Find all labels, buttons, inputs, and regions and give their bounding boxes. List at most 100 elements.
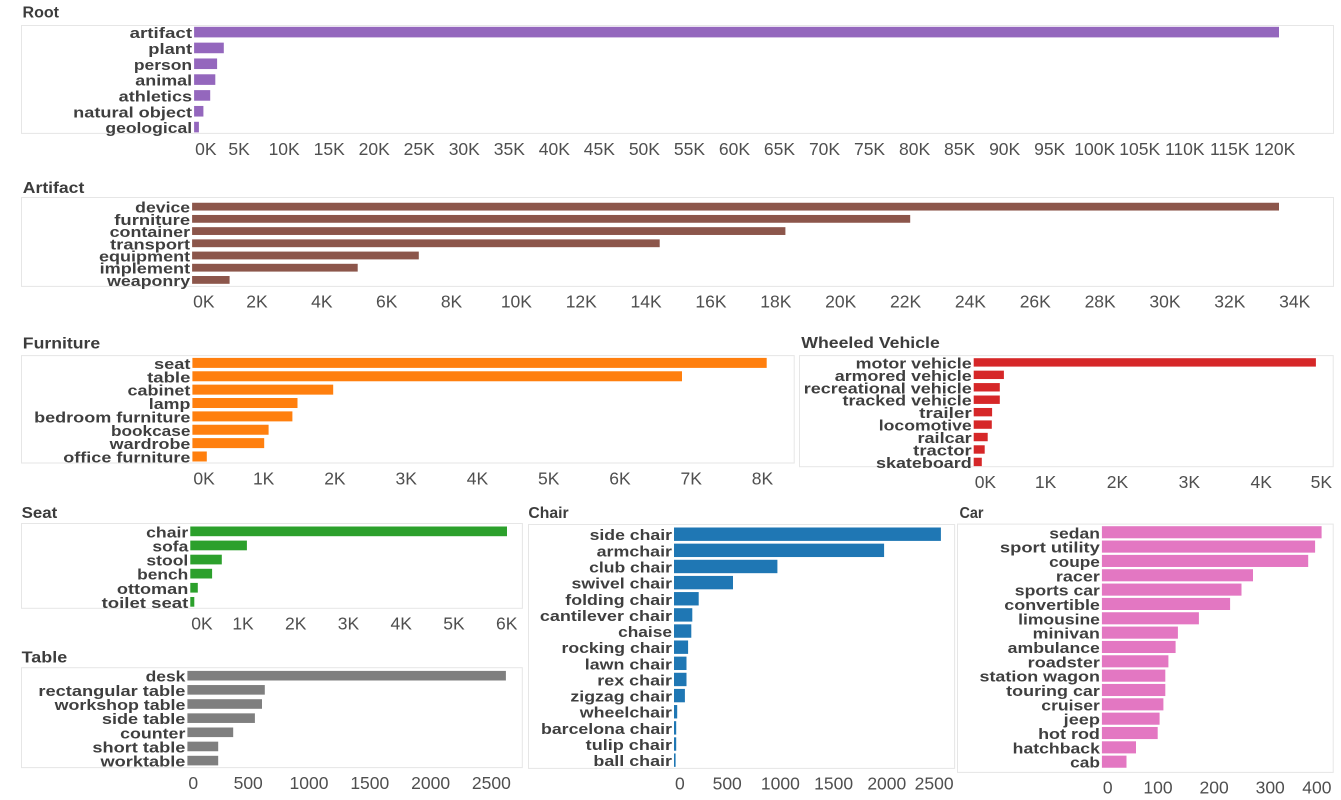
svg-text:2K: 2K [246, 292, 268, 312]
svg-text:1K: 1K [232, 614, 254, 634]
svg-text:0K: 0K [191, 614, 213, 634]
svg-text:barcelona chair: barcelona chair [541, 721, 672, 738]
svg-text:touring car: touring car [1006, 683, 1100, 700]
svg-text:seat: seat [154, 356, 190, 373]
svg-text:0K: 0K [195, 139, 217, 159]
svg-text:club chair: club chair [589, 559, 672, 576]
svg-text:cruiser: cruiser [1041, 697, 1100, 714]
svg-text:65K: 65K [764, 139, 795, 159]
svg-text:15K: 15K [314, 139, 345, 159]
svg-text:transport: transport [110, 236, 190, 253]
svg-text:90K: 90K [989, 139, 1020, 159]
svg-text:device: device [135, 200, 190, 217]
svg-text:400: 400 [1302, 778, 1331, 798]
svg-text:200: 200 [1199, 778, 1228, 798]
svg-text:34K: 34K [1279, 292, 1310, 312]
svg-text:14K: 14K [631, 292, 662, 312]
svg-text:plant: plant [148, 41, 192, 58]
svg-text:tractor: tractor [913, 442, 972, 459]
svg-text:jeep: jeep [1062, 712, 1099, 729]
svg-text:ambulance: ambulance [1008, 640, 1100, 657]
svg-text:chaise: chaise [618, 624, 672, 641]
svg-text:25K: 25K [404, 139, 435, 159]
svg-text:6K: 6K [609, 468, 631, 488]
svg-text:skateboard: skateboard [876, 455, 972, 472]
svg-text:8K: 8K [752, 468, 774, 488]
svg-text:0: 0 [188, 773, 198, 793]
svg-text:2500: 2500 [472, 773, 511, 793]
svg-text:35K: 35K [494, 139, 525, 159]
svg-text:2K: 2K [1107, 472, 1129, 492]
svg-text:20K: 20K [359, 139, 390, 159]
svg-text:0: 0 [1103, 778, 1113, 798]
svg-text:0K: 0K [193, 468, 215, 488]
svg-text:Furniture: Furniture [23, 336, 101, 353]
svg-text:hatchback: hatchback [1013, 740, 1101, 757]
svg-text:armchair: armchair [597, 543, 673, 560]
svg-text:5K: 5K [1311, 472, 1333, 492]
svg-text:4K: 4K [467, 468, 489, 488]
svg-text:convertible: convertible [1004, 597, 1100, 614]
svg-text:20K: 20K [825, 292, 856, 312]
svg-text:110K: 110K [1165, 139, 1205, 159]
svg-text:lamp: lamp [149, 396, 191, 413]
svg-text:Table: Table [22, 649, 68, 666]
svg-text:1500: 1500 [350, 773, 389, 793]
svg-text:tulip chair: tulip chair [586, 737, 672, 754]
svg-text:1500: 1500 [814, 774, 853, 794]
svg-text:rectangular table: rectangular table [38, 683, 185, 700]
svg-text:geological: geological [105, 120, 192, 137]
svg-text:2000: 2000 [867, 774, 906, 794]
svg-text:side table: side table [102, 711, 186, 728]
svg-text:person: person [134, 57, 192, 74]
svg-text:100K: 100K [1074, 139, 1115, 159]
svg-text:16K: 16K [695, 292, 726, 312]
svg-text:4K: 4K [311, 292, 333, 312]
svg-text:weaponry: weaponry [106, 273, 191, 290]
svg-text:32K: 32K [1214, 292, 1245, 312]
svg-text:40K: 40K [539, 139, 570, 159]
svg-text:3K: 3K [1179, 472, 1201, 492]
svg-text:bench: bench [137, 567, 188, 584]
svg-text:coupe: coupe [1049, 554, 1100, 571]
svg-text:45K: 45K [584, 139, 615, 159]
svg-text:natural object: natural object [73, 104, 192, 121]
svg-text:Artifact: Artifact [23, 180, 85, 197]
svg-text:swivel chair: swivel chair [572, 576, 673, 593]
svg-text:artifact: artifact [130, 25, 193, 42]
svg-text:rex chair: rex chair [597, 672, 672, 689]
svg-text:75K: 75K [854, 139, 885, 159]
svg-text:roadster: roadster [1028, 654, 1100, 671]
svg-text:10K: 10K [269, 139, 300, 159]
svg-text:300: 300 [1256, 778, 1285, 798]
svg-text:zigzag chair: zigzag chair [570, 689, 672, 706]
svg-text:folding chair: folding chair [565, 592, 672, 609]
svg-text:1000: 1000 [290, 773, 329, 793]
svg-text:worktable: worktable [99, 754, 185, 771]
svg-text:Seat: Seat [22, 505, 58, 522]
svg-text:railcar: railcar [918, 430, 972, 447]
svg-text:hot rod: hot rod [1038, 726, 1100, 743]
svg-text:120K: 120K [1254, 139, 1295, 159]
svg-text:cabinet: cabinet [128, 383, 191, 400]
svg-text:26K: 26K [1020, 292, 1051, 312]
svg-text:5K: 5K [538, 468, 560, 488]
svg-text:motor vehicle: motor vehicle [856, 355, 972, 372]
svg-text:30K: 30K [1149, 292, 1180, 312]
svg-text:short table: short table [92, 739, 185, 756]
svg-text:55K: 55K [674, 139, 705, 159]
svg-text:toilet seat: toilet seat [102, 595, 189, 612]
svg-text:chair: chair [146, 524, 188, 541]
svg-text:100: 100 [1143, 778, 1172, 798]
svg-text:30K: 30K [449, 139, 480, 159]
svg-text:workshop table: workshop table [54, 697, 186, 714]
svg-text:80K: 80K [899, 139, 930, 159]
svg-text:6K: 6K [376, 292, 398, 312]
svg-text:2K: 2K [285, 614, 307, 634]
svg-text:3K: 3K [395, 468, 417, 488]
svg-text:locomotive: locomotive [879, 418, 972, 435]
svg-text:wardrobe: wardrobe [109, 436, 191, 453]
svg-text:18K: 18K [760, 292, 791, 312]
svg-text:0: 0 [675, 774, 685, 794]
svg-text:Chair: Chair [528, 505, 568, 522]
